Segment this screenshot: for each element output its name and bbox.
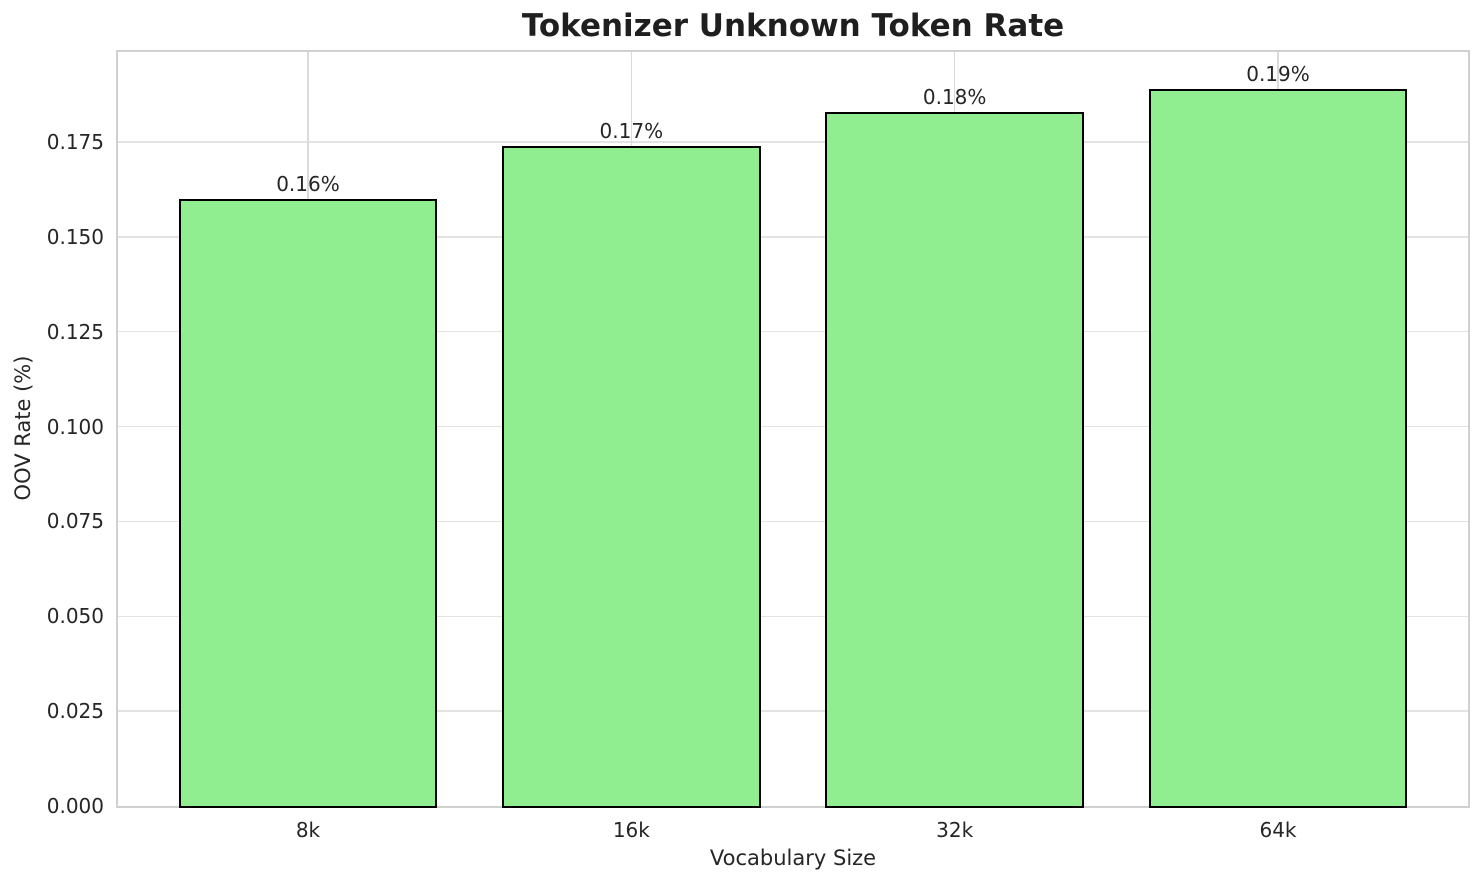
y-tick-label: 0.175 bbox=[46, 129, 104, 154]
y-tick-label: 0.025 bbox=[46, 699, 104, 724]
y-tick-label: 0.000 bbox=[46, 794, 104, 818]
x-axis-label: Vocabulary Size bbox=[709, 846, 877, 870]
y-tick-label: 0.150 bbox=[46, 224, 104, 249]
h-gridline bbox=[118, 520, 1468, 523]
bar-32k bbox=[825, 111, 1084, 808]
bar-value-label: 0.17% bbox=[599, 118, 664, 143]
x-tick-label: 16k bbox=[612, 818, 650, 842]
y-tick-label: 0.050 bbox=[46, 604, 104, 629]
y-tick-label: 0.125 bbox=[46, 319, 104, 344]
bar-64k bbox=[1148, 88, 1408, 808]
x-tick-label: 32k bbox=[936, 818, 974, 842]
y-tick-label: 0.075 bbox=[46, 509, 104, 534]
h-gridline bbox=[118, 236, 1468, 238]
x-tick-label: 8k bbox=[295, 818, 321, 842]
plot-area: 0.16% 0.17% 0.18% 0.19% bbox=[116, 50, 1470, 808]
x-tick-label: 64k bbox=[1259, 818, 1297, 842]
bar-8k bbox=[178, 198, 438, 808]
h-gridline bbox=[118, 330, 1468, 333]
h-gridline bbox=[118, 710, 1468, 712]
h-gridline bbox=[118, 425, 1468, 428]
chart-title: Tokenizer Unknown Token Rate bbox=[521, 8, 1065, 44]
bar-value-label: 0.16% bbox=[276, 171, 340, 196]
bar-16k bbox=[501, 145, 761, 808]
bar-value-label: 0.18% bbox=[922, 84, 987, 109]
h-gridline bbox=[118, 141, 1468, 143]
bar-value-label: 0.19% bbox=[1246, 61, 1310, 86]
y-tick-label: 0.100 bbox=[46, 414, 104, 439]
h-gridline bbox=[118, 615, 1468, 618]
